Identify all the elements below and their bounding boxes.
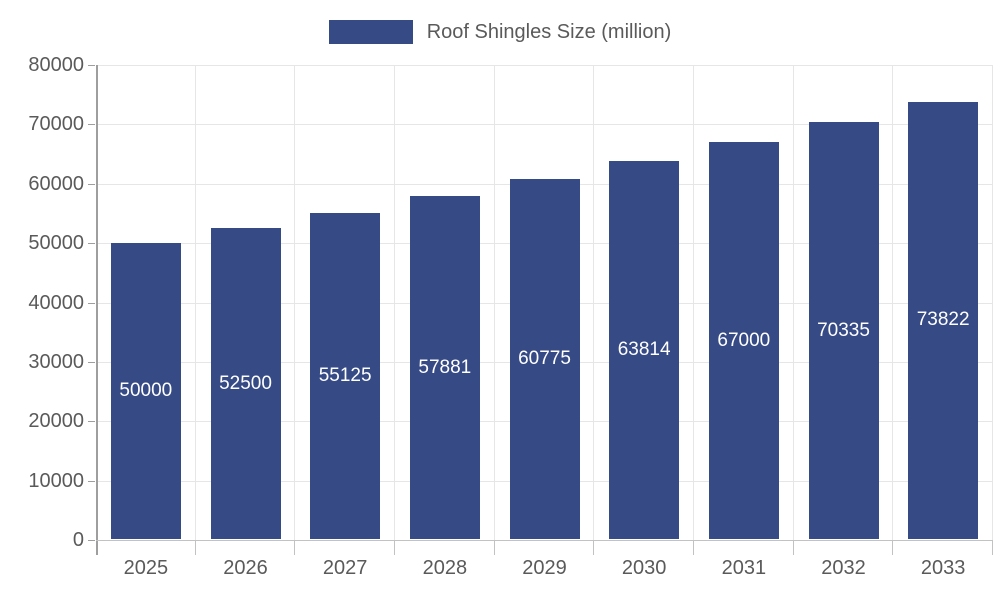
legend-label: Roof Shingles Size (million): [426, 21, 672, 43]
y-axis-tick: [88, 65, 95, 66]
bar-value-label: 70335: [817, 319, 870, 341]
gridline-horizontal: [96, 124, 993, 126]
bar: 50000: [110, 243, 181, 539]
x-axis-tick: [394, 540, 395, 555]
x-tick-label: 2028: [422, 557, 468, 579]
gridline-vertical: [693, 65, 694, 540]
x-axis-tick: [593, 540, 595, 555]
y-tick-label: 50000: [28, 232, 84, 255]
y-axis-tick: [88, 361, 95, 363]
x-axis-tick: [892, 540, 894, 555]
x-axis-tick: [96, 540, 97, 555]
gridline-vertical: [892, 65, 894, 540]
gridline-vertical: [593, 65, 595, 540]
bar: 67000: [708, 142, 779, 539]
bar-value-label: 73822: [916, 309, 970, 331]
x-tick-label: 2031: [721, 557, 767, 579]
y-axis-tick: [88, 540, 95, 541]
bar: 63814: [609, 161, 680, 539]
y-tick-label: 80000: [28, 54, 84, 76]
x-axis-tick: [693, 540, 694, 555]
gridline-vertical: [394, 65, 395, 540]
gridline-horizontal: [96, 65, 993, 66]
y-axis-tick: [88, 480, 95, 482]
gridline-vertical: [792, 65, 794, 540]
y-tick-label: 0: [72, 529, 84, 551]
y-tick-label: 20000: [28, 410, 84, 433]
x-axis-tick: [194, 540, 196, 555]
y-tick-label: 40000: [28, 291, 84, 314]
y-axis-tick: [88, 243, 95, 245]
bar: 52500: [210, 228, 281, 539]
y-axis-tick: [88, 124, 95, 126]
legend: Roof Shingles Size (million): [0, 19, 1000, 45]
bar: 55125: [310, 212, 381, 539]
bar: 73822: [908, 101, 979, 539]
x-axis-tick: [294, 540, 296, 555]
gridline-vertical: [194, 65, 196, 540]
x-axis-tick: [792, 540, 794, 555]
x-axis-tick: [992, 540, 993, 555]
y-axis-tick: [88, 421, 95, 423]
bar: 70335: [808, 122, 879, 539]
legend-swatch: [328, 20, 413, 44]
x-tick-label: 2025: [123, 557, 169, 579]
bar-value-label: 50000: [119, 380, 173, 402]
bar: 57881: [409, 196, 480, 539]
y-axis-line: [96, 65, 98, 555]
y-tick-label: 70000: [28, 113, 84, 136]
x-tick-label: 2029: [522, 557, 567, 579]
x-axis-line: [96, 540, 993, 541]
x-tick-label: 2033: [920, 557, 966, 579]
y-axis-tick: [88, 302, 95, 304]
bar-value-label: 67000: [717, 329, 771, 351]
gridline-vertical: [294, 65, 296, 540]
bar-value-label: 63814: [617, 339, 671, 361]
gridline-vertical: [992, 65, 993, 540]
gridline-vertical: [493, 65, 495, 540]
bar-value-label: 55125: [318, 364, 372, 386]
bar: 60775: [509, 179, 580, 539]
plot-area: 50000 52500 55125 57881 60775 63814 67000 70335…: [96, 65, 993, 540]
bar-value-label: 52500: [219, 372, 272, 394]
bar-value-label: 57881: [418, 356, 472, 378]
y-tick-label: 60000: [28, 172, 84, 195]
x-tick-label: 2026: [223, 557, 268, 579]
x-axis-tick: [493, 540, 495, 555]
y-axis-tick: [88, 183, 95, 185]
y-tick-label: 30000: [28, 350, 84, 373]
x-tick-label: 2030: [621, 557, 667, 579]
y-tick-label: 10000: [28, 469, 84, 492]
x-tick-label: 2027: [322, 557, 368, 579]
bar-value-label: 60775: [518, 348, 571, 370]
x-tick-label: 2032: [821, 557, 866, 579]
